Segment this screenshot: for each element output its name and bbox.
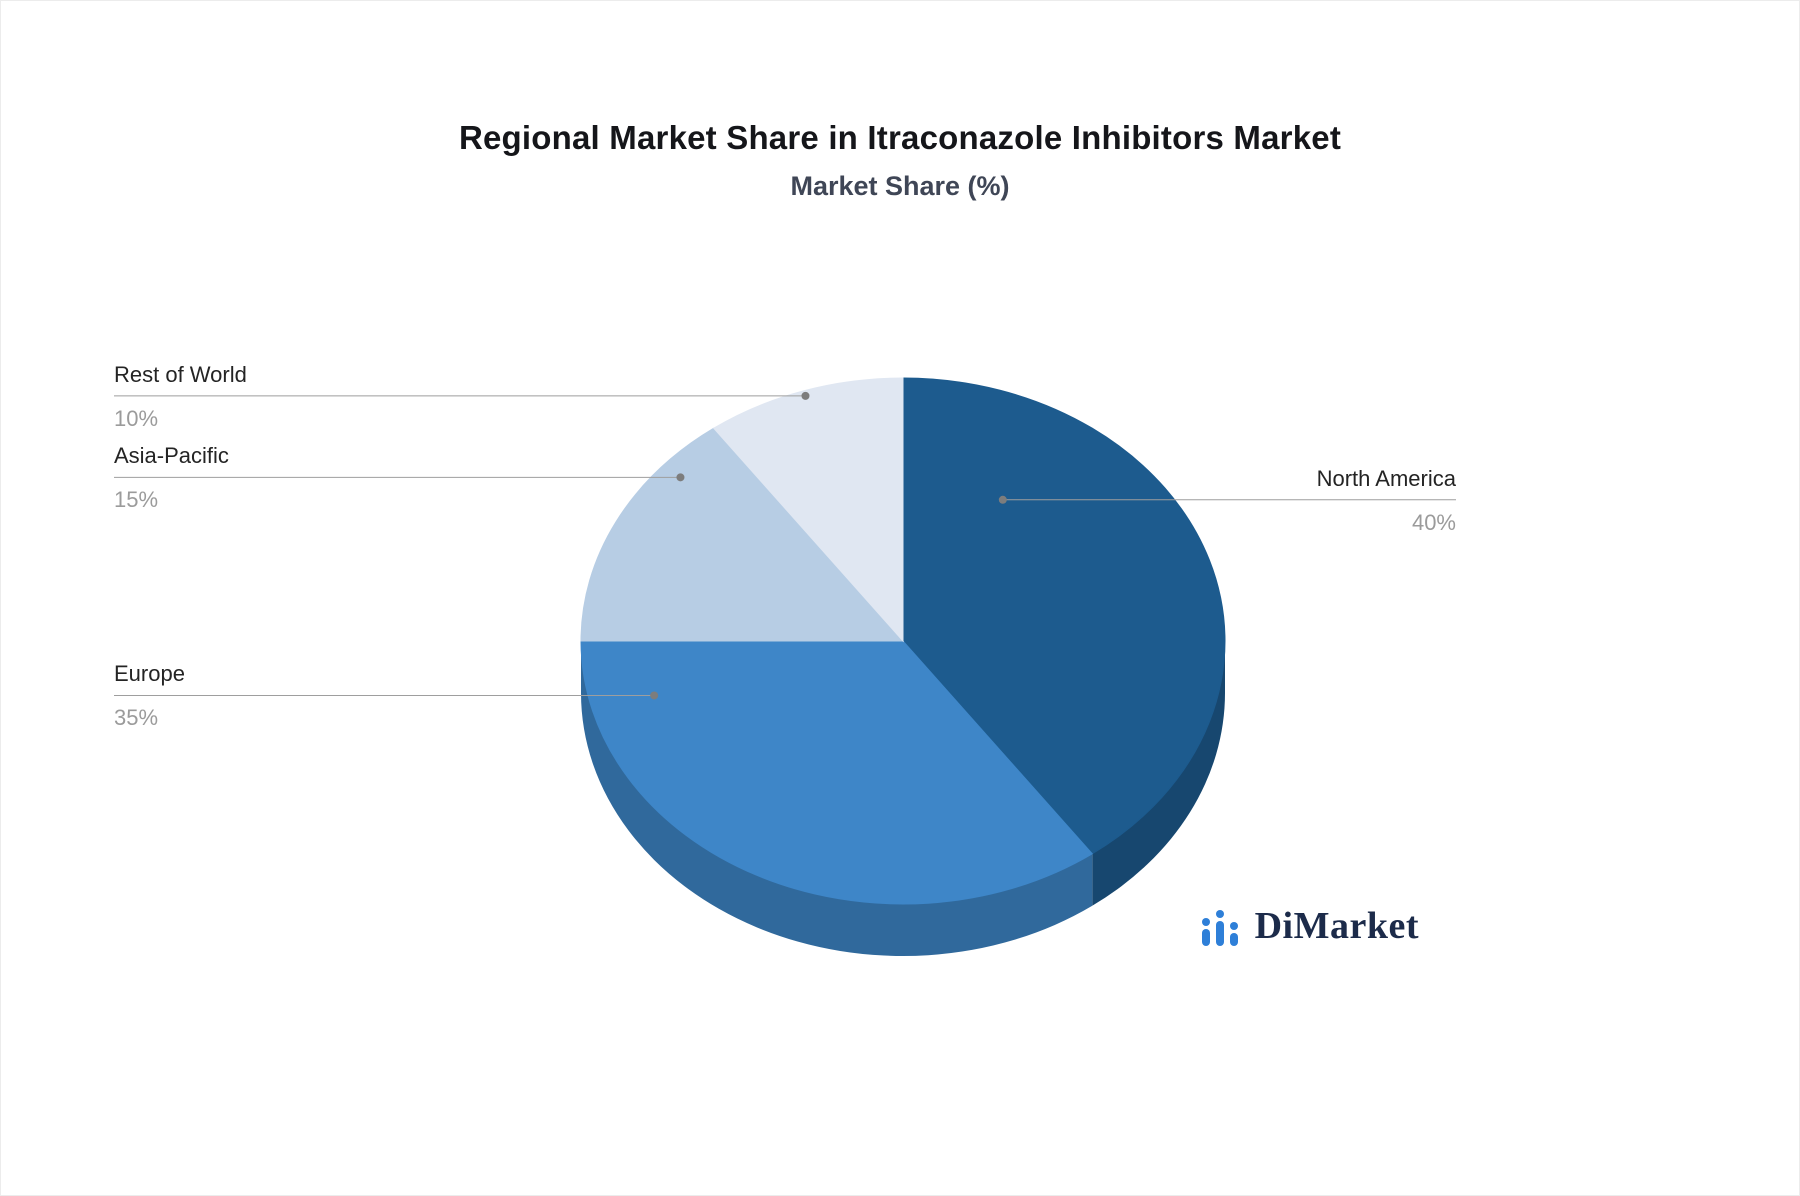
chart-title: Regional Market Share in Itraconazole In… — [458, 119, 1342, 156]
leader-dot-europe — [650, 691, 659, 700]
leader-dot-north-america — [998, 495, 1007, 504]
pie-slice-rest-of-world[interactable] — [712, 377, 904, 643]
chart-subtitle: Market Share (%) — [790, 171, 1010, 201]
leader-dot-asia-pacific — [676, 473, 685, 482]
bar-chart-icon — [1201, 910, 1238, 946]
logo-text: DiMarket — [1254, 905, 1419, 947]
pie-slice-side-europe — [581, 641, 1093, 957]
pie-slice-north-america[interactable] — [902, 377, 1226, 855]
dimarket-logo: DiMarket — [1200, 904, 1419, 948]
pie-slice-asia-pacific[interactable] — [580, 427, 905, 642]
pie-slice-europe[interactable] — [580, 640, 1094, 905]
pie-slice-side-north-america — [1092, 641, 1225, 906]
leader-dot-rest-of-world — [801, 391, 810, 400]
